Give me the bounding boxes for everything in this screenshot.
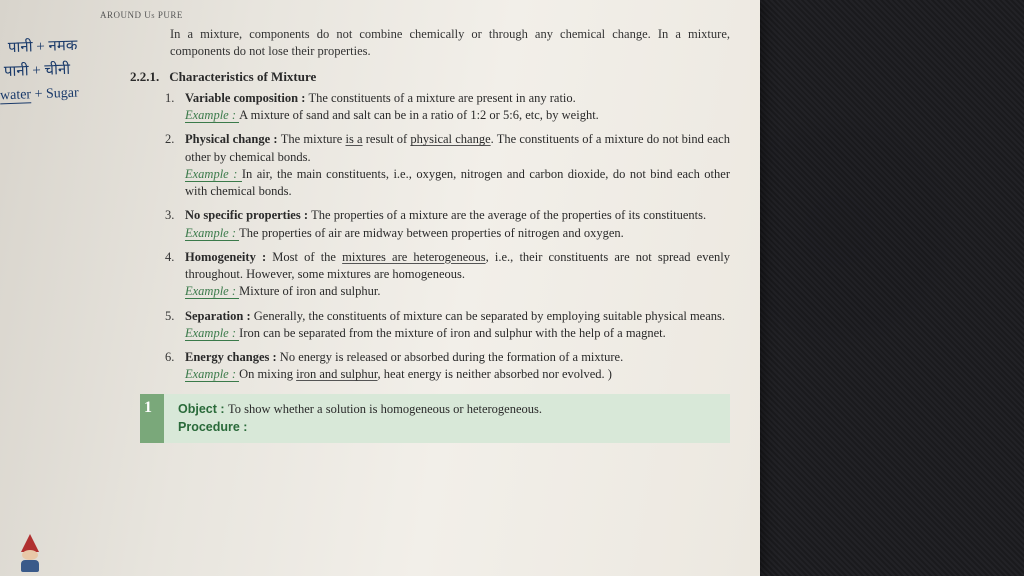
example-label: Example : (185, 367, 239, 382)
handwritten-note-2: पानी + चीनी (4, 61, 71, 83)
section-heading: 2.2.1. Characteristics of Mixture (20, 68, 730, 86)
running-header: AROUND Us PURE (100, 10, 730, 20)
section-number: 2.2.1. (130, 69, 159, 84)
example-text: Iron can be separated from the mixture o… (239, 326, 666, 340)
example-text: A mixture of sand and salt can be in a r… (239, 108, 599, 122)
example-text: In air, the main constituents, i.e., oxy… (185, 167, 730, 198)
term: Energy changes : (185, 350, 280, 364)
example-label: Example : (185, 284, 239, 299)
list-item: Energy changes : No energy is released o… (185, 349, 730, 384)
term: No specific properties : (185, 208, 311, 222)
intro-paragraph: In a mixture, components do not combine … (170, 26, 730, 60)
term: Variable composition : (185, 91, 309, 105)
example-text: , heat energy is neither absorbed nor ev… (378, 367, 605, 381)
body-text: Generally, the constituents of mixture c… (254, 309, 725, 323)
term: Physical change : (185, 132, 281, 146)
list-item: Homogeneity : Most of the mixtures are h… (185, 249, 730, 301)
list-item: Physical change : The mixture is a resul… (185, 131, 730, 200)
gnome-icon (16, 534, 44, 570)
closing-paren: ) (608, 367, 612, 381)
section-title: Characteristics of Mixture (169, 69, 316, 84)
list-item: Separation : Generally, the constituents… (185, 308, 730, 343)
handwritten-underline: water (0, 87, 31, 104)
body-text: No energy is released or absorbed during… (280, 350, 623, 364)
object-label: Object : (178, 402, 228, 416)
example-label: Example : (185, 167, 242, 182)
characteristics-list: Variable composition : The constituents … (185, 90, 730, 384)
body-text: The constituents of a mixture are presen… (309, 91, 576, 105)
term: Separation : (185, 309, 254, 323)
activity-box: 1 Object : To show whether a solution is… (140, 394, 730, 444)
handwritten-note-3: water + Sugar (0, 85, 79, 106)
example-text: The properties of air are midway between… (239, 226, 624, 240)
example-label: Example : (185, 108, 239, 123)
body-text: The properties of a mixture are the aver… (311, 208, 706, 222)
example-label: Example : (185, 326, 239, 341)
list-item: No specific properties : The properties … (185, 207, 730, 242)
handwritten-note-1: पानी + नमक (8, 37, 78, 59)
term: Homogeneity : (185, 250, 272, 264)
list-item: Variable composition : The constituents … (185, 90, 730, 125)
background-fabric (760, 0, 1024, 576)
object-text: To show whether a solution is homogeneou… (228, 402, 542, 416)
activity-number: 1 (144, 396, 152, 420)
example-text: Mixture of iron and sulphur. (239, 284, 380, 298)
textbook-page: AROUND Us PURE पानी + नमक पानी + चीनी wa… (0, 0, 760, 576)
procedure-label: Procedure : (178, 420, 247, 434)
example-label: Example : (185, 226, 239, 241)
